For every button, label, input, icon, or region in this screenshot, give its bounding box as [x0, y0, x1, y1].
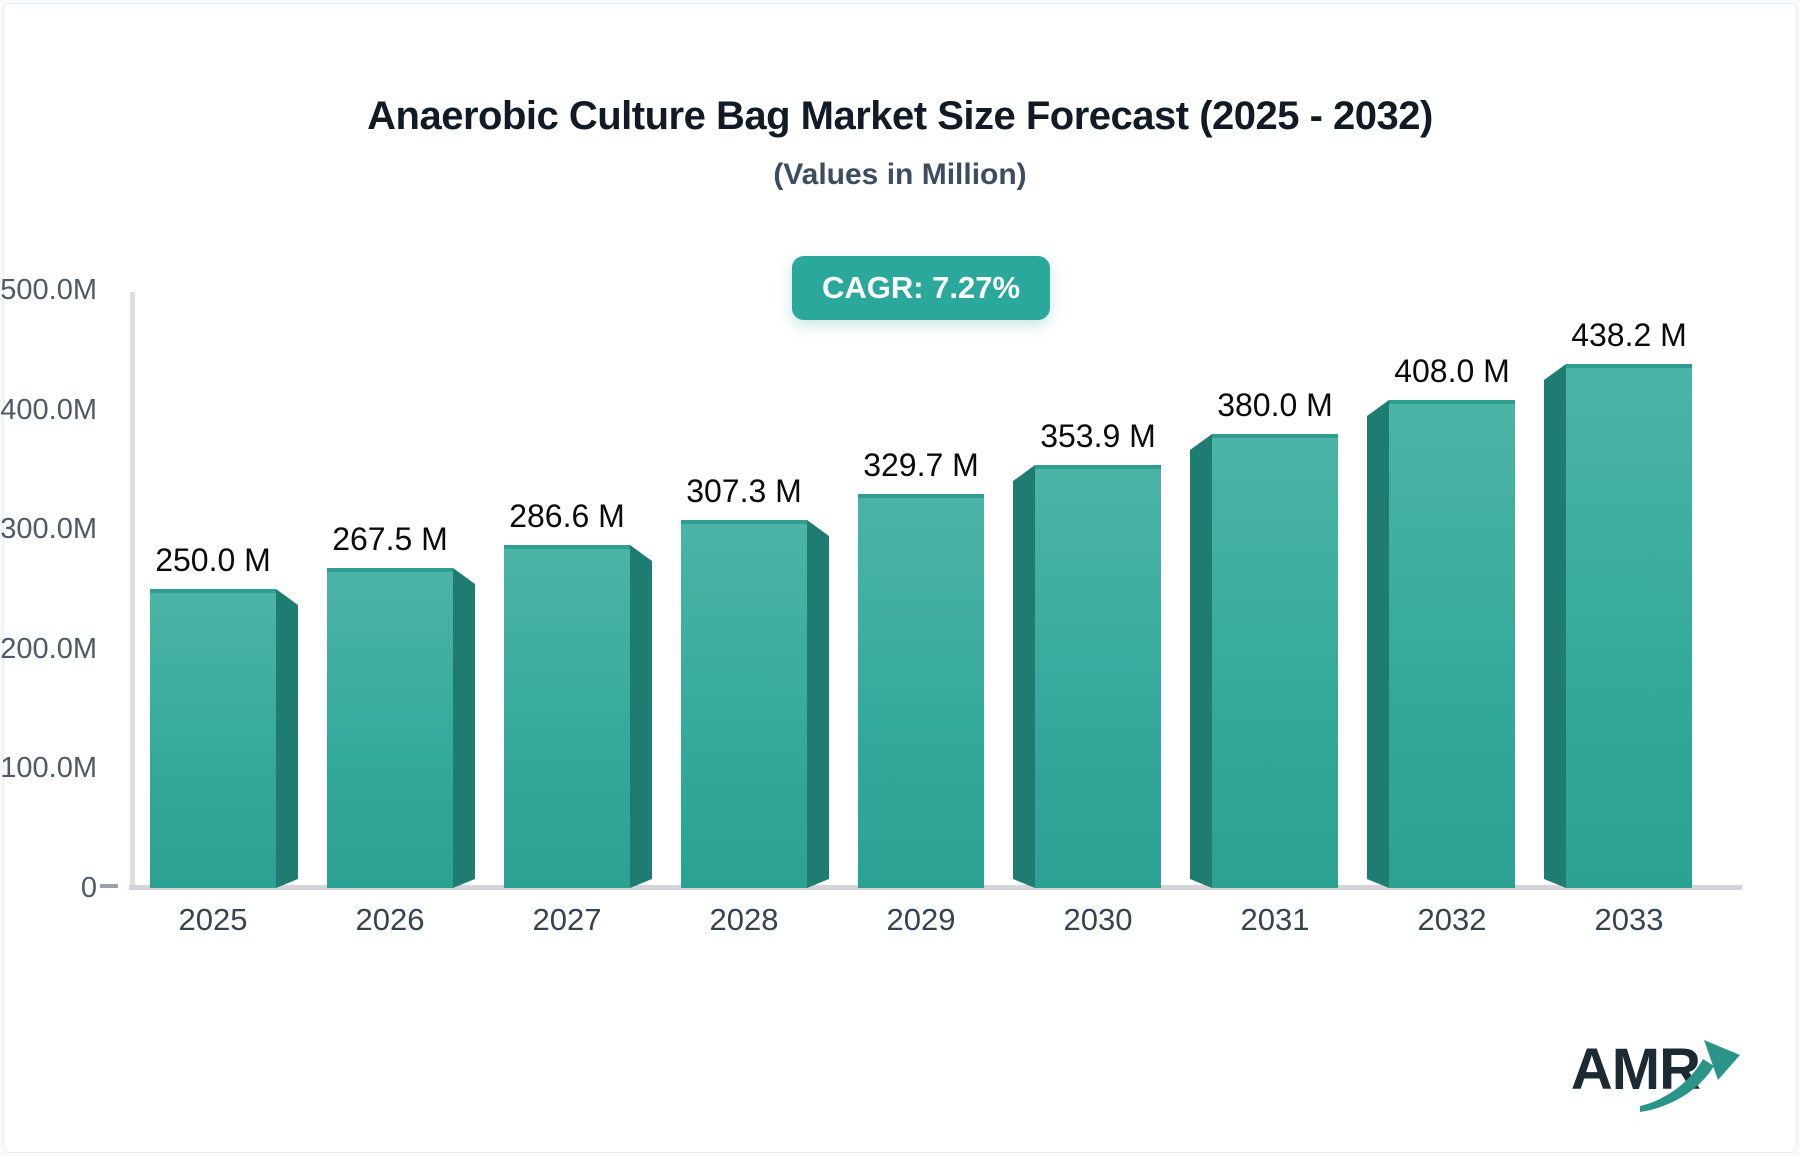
chart-title: Anaerobic Culture Bag Market Size Foreca… — [367, 94, 1433, 138]
bar-value-label: 438.2 M — [1571, 317, 1687, 353]
bar-side-face — [1544, 364, 1566, 888]
x-tick-label: 2029 — [886, 902, 956, 937]
bar-2033 — [1566, 364, 1692, 888]
bar-value-label: 353.9 M — [1040, 418, 1156, 454]
zero-tick-dash — [100, 884, 118, 888]
bar-side-face — [807, 520, 829, 888]
bar-side-face — [453, 568, 475, 888]
x-tick-label: 2032 — [1417, 902, 1487, 937]
bar-value-label: 408.0 M — [1394, 353, 1510, 389]
bar-2029 — [858, 494, 984, 888]
y-tick-label: 0 — [80, 872, 97, 904]
bar-2027 — [504, 545, 630, 888]
y-tick-label: 100.0M — [0, 752, 97, 784]
bar-side-face — [1367, 400, 1389, 888]
x-tick-label: 2033 — [1594, 902, 1664, 937]
bar-value-label: 267.5 M — [332, 521, 448, 557]
bar-value-label: 307.3 M — [686, 473, 802, 509]
x-tick-label: 2027 — [532, 902, 602, 937]
bar-2032 — [1389, 400, 1515, 888]
x-tick-label: 2025 — [178, 902, 248, 937]
y-tick-label: 500.0M — [0, 274, 97, 306]
x-tick-label: 2031 — [1240, 902, 1310, 937]
bar-value-label: 329.7 M — [863, 447, 979, 483]
x-tick-label: 2030 — [1063, 902, 1133, 937]
bar-2031 — [1212, 434, 1338, 888]
bar-2026 — [327, 568, 453, 888]
cagr-badge: CAGR: 7.27% — [791, 256, 1051, 320]
bar-side-face — [1013, 465, 1035, 888]
bar-2030 — [1035, 465, 1161, 888]
bar-side-face — [1190, 434, 1212, 888]
bar-value-label: 286.6 M — [509, 498, 625, 534]
x-tick-label: 2028 — [709, 902, 779, 937]
y-axis-line — [130, 292, 135, 888]
bar-side-face — [630, 545, 652, 888]
chart-subtitle: (Values in Million) — [773, 158, 1027, 191]
logo-arrow-icon — [1640, 1040, 1740, 1112]
bar-2028 — [681, 520, 807, 888]
y-tick-label: 300.0M — [0, 513, 97, 545]
bar-2025 — [150, 589, 276, 888]
bar-side-face — [276, 589, 298, 888]
bar-value-label: 250.0 M — [155, 542, 271, 578]
x-tick-label: 2026 — [355, 902, 425, 937]
bar-value-label: 380.0 M — [1217, 387, 1333, 423]
y-tick-label: 400.0M — [0, 394, 97, 426]
y-tick-label: 200.0M — [0, 633, 97, 665]
amr-logo: AMR — [1571, 1036, 1740, 1122]
